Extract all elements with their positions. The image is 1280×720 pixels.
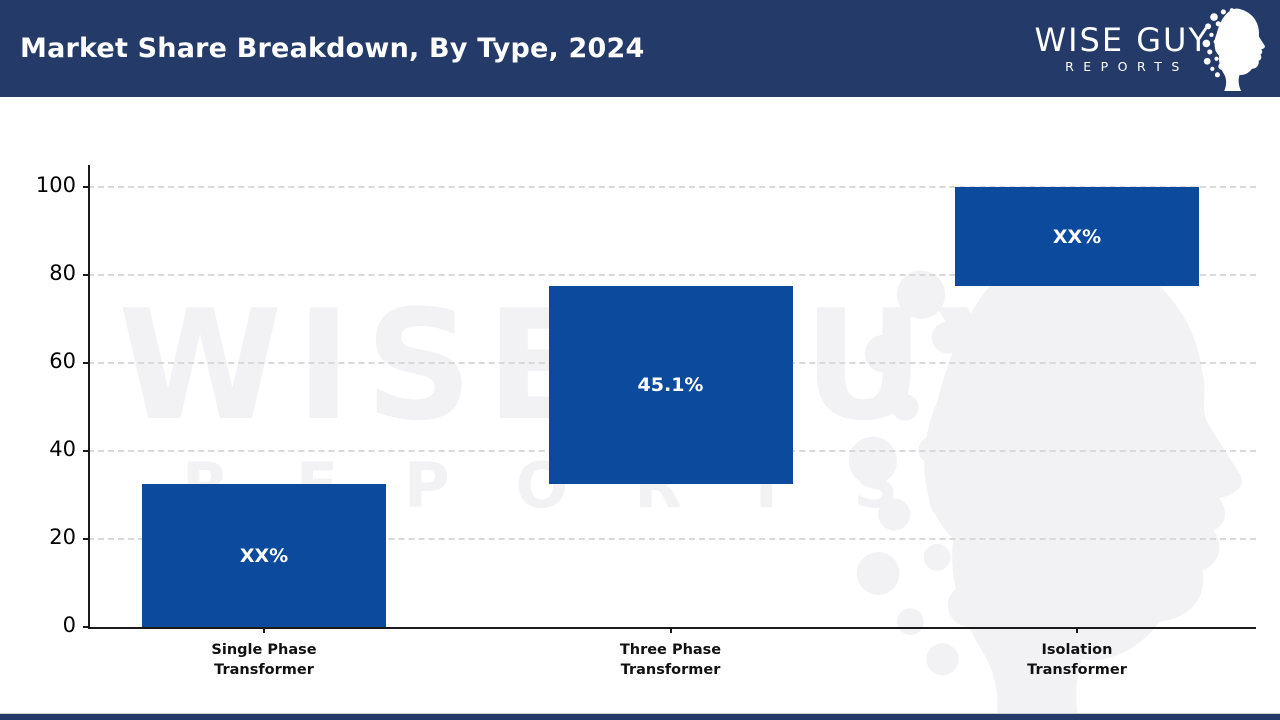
category-line2: Transformer — [1027, 662, 1127, 678]
y-tickmark — [83, 450, 88, 452]
y-tickmark — [83, 626, 88, 628]
plot: 0 20 40 60 80 100 XX% Single Phase Transformer 45… — [0, 97, 1280, 713]
footer-bar — [0, 713, 1280, 720]
y-tickmark — [83, 538, 88, 540]
chart-title: Market Share Breakdown, By Type, 2024 — [20, 33, 645, 64]
y-tickmark — [83, 186, 88, 188]
category-line1: Three Phase — [619, 642, 722, 658]
y-tick-label: 40 — [49, 437, 76, 461]
y-tick-label: 20 — [49, 525, 76, 549]
y-tick-label: 80 — [49, 261, 76, 285]
bar-3: XX% — [955, 187, 1199, 286]
brand-wordmark: WISE GUY REPORTS — [1034, 20, 1210, 75]
y-tickmark — [83, 274, 88, 276]
x-tickmark — [1076, 627, 1078, 633]
face-profile-icon — [1202, 8, 1265, 91]
x-category-label: Three Phase Transformer — [531, 640, 811, 680]
bar-2: 45.1% — [548, 286, 793, 485]
brand-subtitle: REPORTS — [1065, 59, 1189, 75]
header-bar: Market Share Breakdown, By Type, 2024 WI… — [0, 0, 1280, 97]
y-tick-label: 60 — [49, 349, 76, 373]
y-gridline — [88, 274, 1256, 276]
x-axis-spine — [88, 627, 1256, 629]
category-line1: Isolation — [1041, 642, 1113, 658]
category-line2: Transformer — [620, 662, 721, 678]
brand-logo: WISE GUY REPORTS — [1034, 6, 1266, 91]
x-tickmark — [263, 627, 265, 633]
y-gridline — [88, 186, 1256, 188]
y-tickmark — [83, 362, 88, 364]
bar-value-label: XX% — [239, 544, 289, 567]
x-tickmark — [669, 627, 672, 633]
category-line1: Single Phase — [211, 642, 317, 658]
bar-value-label: 45.1% — [637, 374, 704, 397]
y-gridline — [88, 538, 1256, 540]
y-axis-spine — [88, 165, 90, 629]
category-line2: Transformer — [214, 662, 314, 678]
chart-area: WISE GUY REPORTS 0 20 40 60 80 100 XX% Single P… — [0, 97, 1280, 713]
bar-value-label: XX% — [1052, 225, 1102, 248]
brand-name: WISE GUY — [1034, 20, 1210, 59]
bar-1: XX% — [142, 484, 386, 627]
x-category-label: Single Phase Transformer — [124, 640, 404, 680]
y-tick-label: 100 — [35, 173, 76, 197]
y-tick-label: 0 — [62, 613, 76, 637]
x-category-label: Isolation Transformer — [937, 640, 1217, 680]
